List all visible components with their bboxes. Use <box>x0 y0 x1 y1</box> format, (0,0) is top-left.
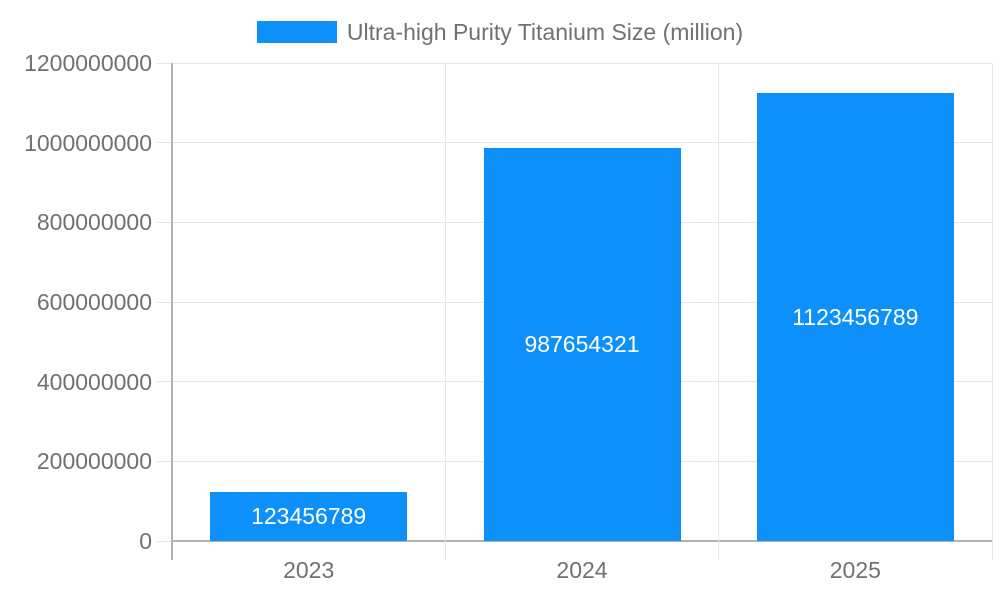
bar: 123456789 <box>210 491 408 541</box>
category-boundary-line <box>991 63 993 560</box>
category-boundary-line <box>444 63 446 560</box>
y-tick-label: 400000000 <box>36 368 152 395</box>
bar: 1123456789 <box>756 93 954 541</box>
gridline <box>172 142 992 144</box>
category-boundary-line <box>718 63 720 560</box>
x-axis-line <box>172 540 992 542</box>
y-tick <box>157 381 172 383</box>
y-tick <box>157 301 172 303</box>
bar: 987654321 <box>483 147 681 541</box>
x-tick-label: 2024 <box>556 557 608 583</box>
legend: Ultra-high Purity Titanium Size (million… <box>0 18 1000 46</box>
legend-label: Ultra-high Purity Titanium Size (million… <box>346 19 744 45</box>
y-tick <box>157 62 172 64</box>
y-tick <box>157 142 172 144</box>
y-tick-label: 1200000000 <box>24 50 152 76</box>
gridline <box>172 62 992 64</box>
bar-value-label: 1123456789 <box>792 304 919 331</box>
plot-area: 0 200000000 400000000 600000000 800000000 100… <box>24 50 993 583</box>
bar-value-label: 987654321 <box>524 331 640 358</box>
y-tick-label: 0 <box>139 528 152 554</box>
y-tick <box>157 460 172 462</box>
x-tick-label: 2025 <box>829 557 881 583</box>
y-tick-label: 200000000 <box>36 448 152 475</box>
y-tick-label: 1000000000 <box>24 129 152 156</box>
y-tick-label: 800000000 <box>36 209 152 236</box>
y-tick-label: 600000000 <box>36 289 152 315</box>
y-axis-line <box>171 63 173 560</box>
legend-swatch <box>256 21 337 43</box>
x-tick-label: 2023 <box>283 557 335 583</box>
bar-value-label: 123456789 <box>251 503 367 530</box>
y-tick <box>157 540 172 542</box>
y-tick <box>157 221 172 223</box>
